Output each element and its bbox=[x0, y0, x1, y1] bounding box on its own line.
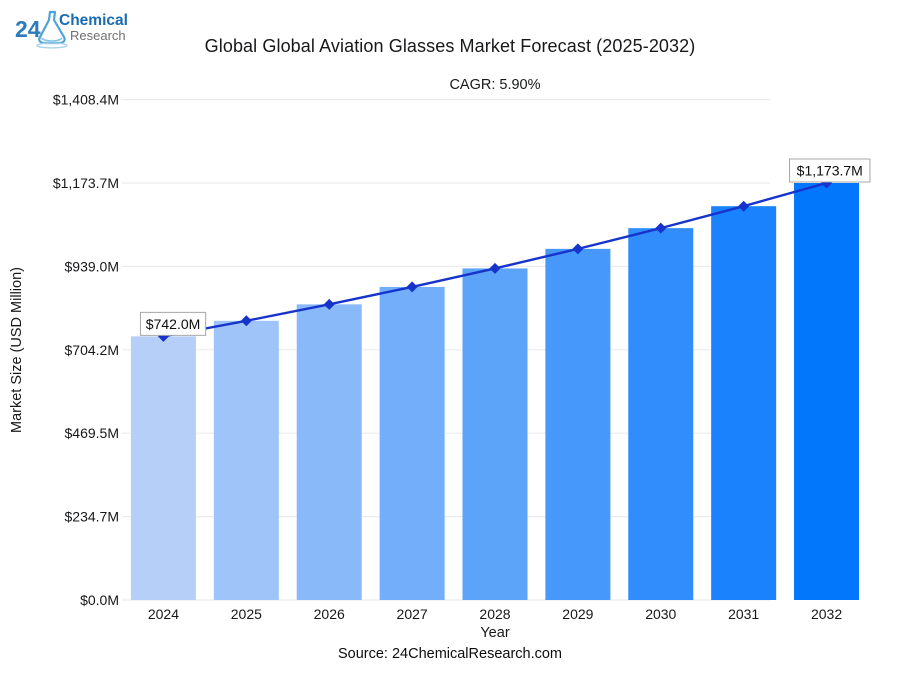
marker-2029 bbox=[572, 243, 584, 255]
marker-2027 bbox=[406, 281, 418, 293]
bar-2026 bbox=[296, 304, 362, 600]
y-tick-label: $1,408.4M bbox=[53, 92, 119, 108]
y-tick-label: $0.0M bbox=[80, 592, 119, 608]
x-tick-label-2027: 2027 bbox=[397, 606, 428, 622]
logo-number: 24 bbox=[15, 16, 41, 42]
y-tick-label: $234.7M bbox=[65, 509, 119, 525]
source-attribution: Source: 24ChemicalResearch.com bbox=[337, 646, 563, 662]
x-tick-label-2026: 2026 bbox=[314, 606, 345, 622]
chart-title: Global Global Aviation Glasses Market Fo… bbox=[204, 36, 696, 56]
bar-2029 bbox=[545, 248, 611, 601]
chart-subtitle: CAGR: 5.90% bbox=[449, 77, 541, 93]
flask-icon bbox=[36, 10, 68, 49]
bar-2032 bbox=[794, 182, 860, 600]
x-tick-label-2024: 2024 bbox=[148, 606, 179, 622]
data-label-box-2024 bbox=[139, 311, 207, 336]
y-tick-label: $1,173.7M bbox=[53, 175, 119, 191]
data-label-2032: $1,173.7M bbox=[797, 162, 863, 178]
x-tick-label-2025: 2025 bbox=[231, 606, 262, 622]
logo: 24 Chemical Research bbox=[14, 6, 134, 50]
x-tick-label-2030: 2030 bbox=[645, 606, 676, 622]
y-tick-label: $469.5M bbox=[65, 425, 119, 441]
bar-2031 bbox=[711, 206, 777, 601]
logo-graphic: 24 Chemical Research bbox=[15, 10, 128, 49]
bar-2030 bbox=[628, 228, 694, 601]
data-label-2024: $742.0M bbox=[146, 316, 200, 332]
logo-name-top: Chemical bbox=[59, 12, 128, 29]
marker-2026 bbox=[323, 298, 335, 310]
bar-2024 bbox=[130, 336, 196, 600]
x-tick-label-2031: 2031 bbox=[728, 606, 759, 622]
x-tick-label-2032: 2032 bbox=[811, 606, 842, 622]
y-tick-label: $704.2M bbox=[65, 342, 119, 358]
bar-2028 bbox=[462, 268, 528, 600]
bar-2025 bbox=[213, 320, 279, 600]
bar-2027 bbox=[379, 286, 445, 600]
marker-2030 bbox=[655, 222, 667, 234]
marker-2025 bbox=[240, 315, 252, 327]
x-axis-title: Year bbox=[480, 625, 510, 641]
data-label-box-2032 bbox=[789, 158, 871, 183]
marker-2031 bbox=[738, 200, 750, 212]
x-tick-label-2029: 2029 bbox=[562, 606, 593, 622]
logo-name-bottom: Research bbox=[70, 28, 126, 43]
marker-2028 bbox=[489, 262, 501, 274]
x-tick-label-2028: 2028 bbox=[479, 606, 510, 622]
y-tick-label: $939.0M bbox=[65, 258, 119, 274]
